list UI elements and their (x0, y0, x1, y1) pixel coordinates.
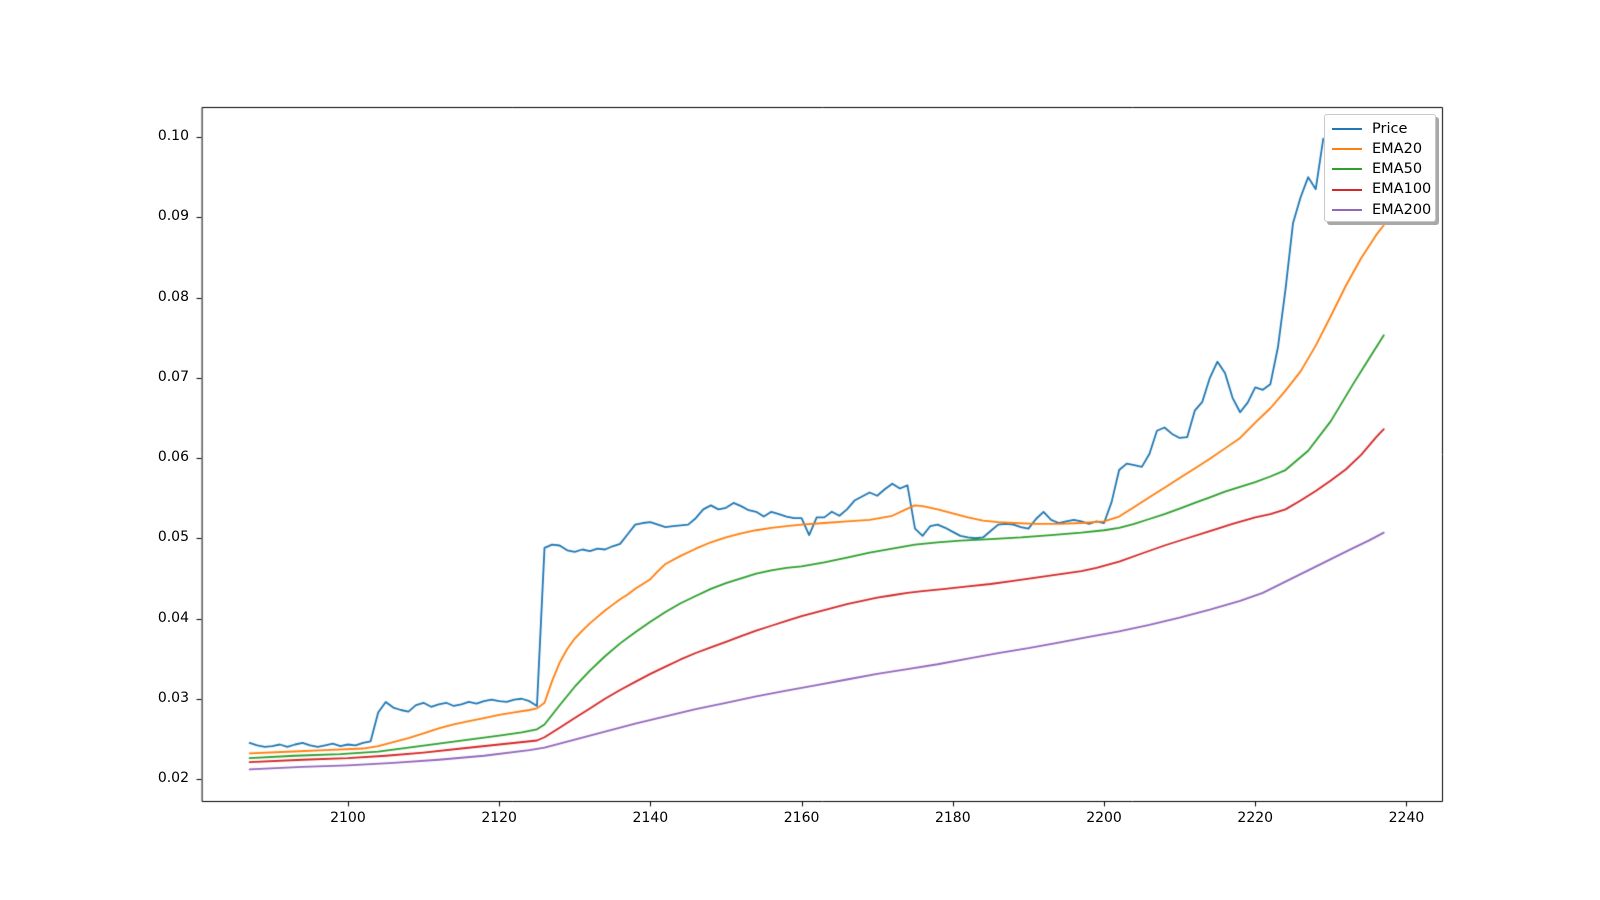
x-tick-label: 2180 (934, 810, 971, 826)
x-tick-label: 2220 (1237, 810, 1274, 826)
y-tick-label: 0.05 (157, 529, 189, 546)
legend-label: EMA100 (1372, 181, 1432, 198)
legend: Price EMA20 EMA50 EMA100 EMA200 (1324, 114, 1436, 222)
y-tick-label: 0.09 (157, 208, 189, 225)
legend-item-price: Price (1325, 119, 1435, 139)
y-tick-label: 0.04 (157, 609, 189, 626)
legend-line-swatch-ema100 (1332, 188, 1362, 191)
x-tick-label: 2120 (481, 810, 517, 826)
legend-label: Price (1372, 120, 1408, 137)
legend-item-ema200: EMA200 (1325, 200, 1435, 220)
y-tick-label: 0.06 (157, 449, 189, 465)
y-tick-label: 0.08 (157, 288, 189, 305)
y-tick-label: 0.07 (157, 368, 189, 385)
x-tick-label: 2140 (632, 810, 669, 826)
legend-item-ema50: EMA50 (1325, 159, 1435, 179)
legend-label: EMA50 (1372, 161, 1423, 178)
legend-line-swatch-ema200 (1332, 208, 1362, 211)
legend-line-swatch-ema20 (1332, 148, 1362, 151)
x-tick-label: 2100 (330, 810, 366, 826)
x-tick-label: 2200 (1086, 810, 1122, 826)
legend-line-swatch-price (1332, 128, 1362, 131)
y-tick-label: 0.10 (157, 128, 189, 144)
x-tick-label: 2240 (1388, 810, 1425, 826)
legend-item-ema20: EMA20 (1325, 139, 1435, 159)
x-tick-label: 2160 (783, 810, 820, 826)
legend-label: EMA200 (1372, 201, 1432, 218)
y-tick-label: 0.02 (157, 770, 189, 786)
legend-line-swatch-ema50 (1332, 168, 1362, 171)
legend-item-ema100: EMA100 (1325, 180, 1435, 200)
legend-label: EMA20 (1372, 141, 1423, 158)
y-tick-label: 0.03 (157, 689, 189, 706)
